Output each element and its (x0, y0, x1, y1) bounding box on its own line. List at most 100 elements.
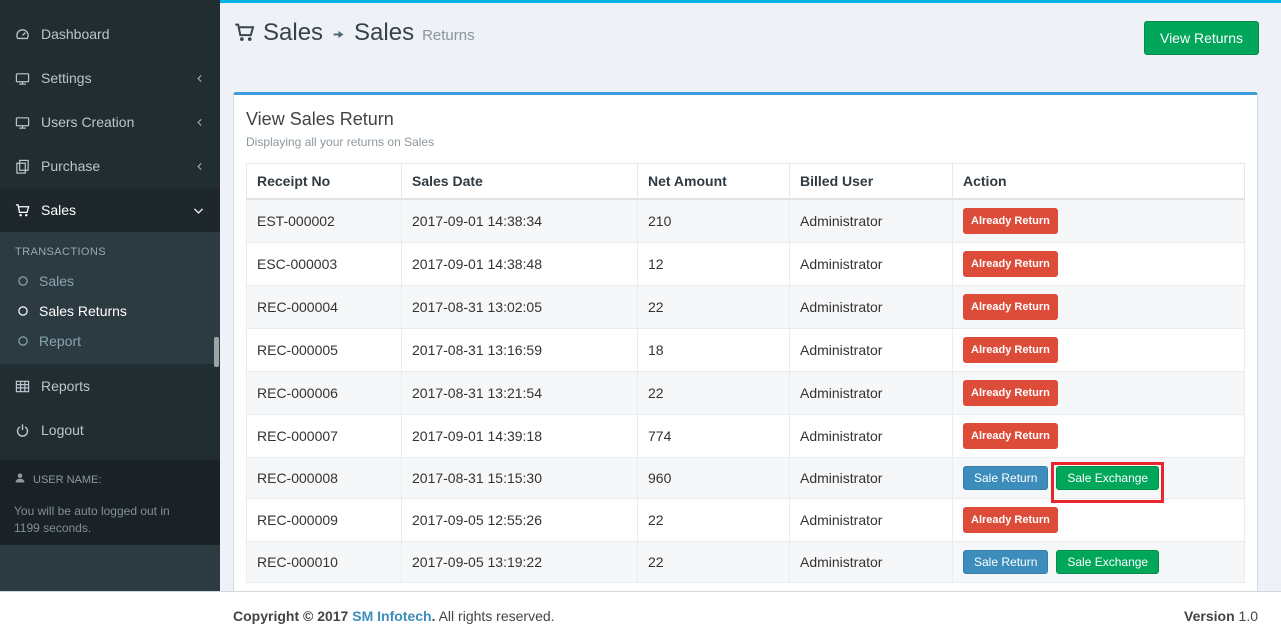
cart-icon (15, 203, 41, 218)
sidebar-bottom-panel (0, 545, 220, 591)
breadcrumb: Sales Sales Returns (234, 19, 475, 47)
sales-date-cell: 2017-08-31 13:02:05 (401, 285, 638, 329)
sidebar-item-users-creation[interactable]: Users Creation (0, 100, 220, 144)
sidebar-item-sales[interactable]: Sales (0, 188, 220, 232)
column-header-sales-date: Sales Date (401, 163, 638, 200)
sale-exchange-button[interactable]: Sale Exchange (1056, 550, 1160, 574)
receipt-no-cell: REC-000010 (246, 541, 402, 583)
sidebar-item-label: Sales (41, 202, 77, 218)
action-cell: Already Return (952, 328, 1245, 372)
billed-user-cell: Administrator (789, 242, 953, 286)
arrow-right-icon (331, 28, 346, 44)
action-cell: Already Return (952, 285, 1245, 329)
sales-date-cell: 2017-09-05 12:55:26 (401, 498, 638, 542)
net-amount-cell: 22 (637, 371, 790, 415)
sidebar-item-label: Dashboard (41, 26, 110, 42)
sales-date-cell: 2017-09-01 14:38:34 (401, 198, 638, 243)
sidebar-item-purchase[interactable]: Purchase (0, 144, 220, 188)
table-row: REC-000005 2017-08-31 13:16:59 18 Admini… (246, 328, 1245, 372)
breadcrumb-page-qualifier: Returns (422, 27, 475, 44)
submenu-item-sales-returns[interactable]: Sales Returns (0, 296, 220, 326)
table-icon (15, 379, 41, 394)
sidebar-item-label: Users Creation (41, 114, 135, 130)
action-cell: Already Return (952, 242, 1245, 286)
action-cell: Sale Return Sale Exchange (952, 457, 1245, 503)
already-return-badge: Already Return (963, 507, 1058, 533)
card-subtitle: Displaying all your returns on Sales (246, 135, 435, 149)
net-amount-cell: 774 (637, 414, 790, 458)
column-header-net-amount: Net Amount (637, 163, 790, 200)
transactions-header: TRANSACTIONS (15, 246, 106, 258)
sidebar: Dashboard Settings Users Creation (0, 0, 220, 591)
sale-return-button[interactable]: Sale Return (963, 466, 1049, 490)
billed-user-cell: Administrator (789, 198, 953, 243)
receipt-no-cell: REC-000009 (246, 498, 402, 542)
table-row: ESC-000003 2017-09-01 14:38:48 12 Admini… (246, 242, 1245, 286)
already-return-badge: Already Return (963, 208, 1058, 234)
column-header-receipt-no: Receipt No (246, 163, 402, 200)
billed-user-cell: Administrator (789, 541, 953, 583)
billed-user-cell: Administrator (789, 414, 953, 458)
sales-date-cell: 2017-08-31 15:15:30 (401, 457, 638, 499)
copyright-text: Copyright © 2017 SM Infotech. All rights… (233, 607, 555, 624)
sales-date-cell: 2017-08-31 13:16:59 (401, 328, 638, 372)
already-return-badge: Already Return (963, 423, 1058, 449)
content-header: Sales Sales Returns View Returns (220, 3, 1281, 55)
user-name-label: USER NAME: (33, 473, 102, 486)
table-row: EST-000002 2017-09-01 14:38:34 210 Admin… (246, 198, 1245, 243)
power-icon (15, 423, 41, 438)
sales-date-cell: 2017-09-01 14:39:18 (401, 414, 638, 458)
sale-return-button[interactable]: Sale Return (963, 550, 1049, 574)
already-return-badge: Already Return (963, 294, 1058, 320)
submenu-item-label: Sales (39, 273, 75, 289)
sidebar-item-label: Logout (41, 422, 84, 438)
main-content: Sales Sales Returns View Returns View Sa… (220, 0, 1281, 598)
circle-icon (17, 275, 39, 287)
column-header-action: Action (952, 163, 1245, 200)
table-body: EST-000002 2017-09-01 14:38:34 210 Admin… (246, 198, 1245, 583)
action-cell: Sale Return Sale Exchange (952, 541, 1245, 583)
billed-user-cell: Administrator (789, 498, 953, 542)
breadcrumb-section: Sales (263, 19, 324, 46)
sidebar-item-dashboard[interactable]: Dashboard (0, 12, 220, 56)
sales-date-cell: 2017-09-05 13:19:22 (401, 541, 638, 583)
net-amount-cell: 18 (637, 328, 790, 372)
sale-exchange-button[interactable]: Sale Exchange (1056, 466, 1160, 490)
user-panel: USER NAME: You will be auto logged out i… (0, 460, 220, 554)
sidebar-item-settings[interactable]: Settings (0, 56, 220, 100)
receipt-no-cell: REC-000007 (246, 414, 402, 458)
sidebar-item-label: Purchase (41, 158, 101, 174)
cart-icon (234, 22, 255, 46)
billed-user-cell: Administrator (789, 328, 953, 372)
net-amount-cell: 12 (637, 242, 790, 286)
action-cell: Already Return (952, 498, 1245, 542)
billed-user-cell: Administrator (789, 371, 953, 415)
company-link[interactable]: SM Infotech (352, 607, 432, 624)
submenu-item-sales[interactable]: Sales (0, 266, 220, 296)
table-header-row: Receipt No Sales Date Net Amount Billed … (246, 163, 1245, 200)
chevron-down-icon (192, 204, 205, 217)
table-row: REC-000006 2017-08-31 13:21:54 22 Admini… (246, 371, 1245, 415)
submenu-item-report[interactable]: Report (0, 326, 220, 356)
circle-icon (17, 305, 39, 317)
receipt-no-cell: REC-000005 (246, 328, 402, 372)
receipt-no-cell: ESC-000003 (246, 242, 402, 286)
monitor-icon (15, 115, 41, 130)
sidebar-menu: Dashboard Settings Users Creation (0, 0, 220, 554)
sidebar-item-logout[interactable]: Logout (0, 408, 220, 452)
submenu-item-label: Sales Returns (39, 303, 127, 319)
table-row: REC-000009 2017-09-05 12:55:26 22 Admini… (246, 498, 1245, 542)
sidebar-item-label: Settings (41, 70, 92, 86)
already-return-badge: Already Return (963, 337, 1058, 363)
view-returns-button[interactable]: View Returns (1143, 21, 1259, 55)
sidebar-scrollbar[interactable] (214, 337, 219, 367)
chevron-left-icon (195, 72, 205, 85)
auto-logout-notice: You will be auto logged out in 1199 seco… (14, 504, 170, 536)
sidebar-item-reports[interactable]: Reports (0, 364, 220, 408)
net-amount-cell: 210 (637, 198, 790, 243)
column-header-billed-user: Billed User (789, 163, 953, 200)
user-icon (14, 472, 26, 487)
sidebar-item-label: Reports (41, 378, 91, 394)
action-cell: Already Return (952, 198, 1245, 243)
